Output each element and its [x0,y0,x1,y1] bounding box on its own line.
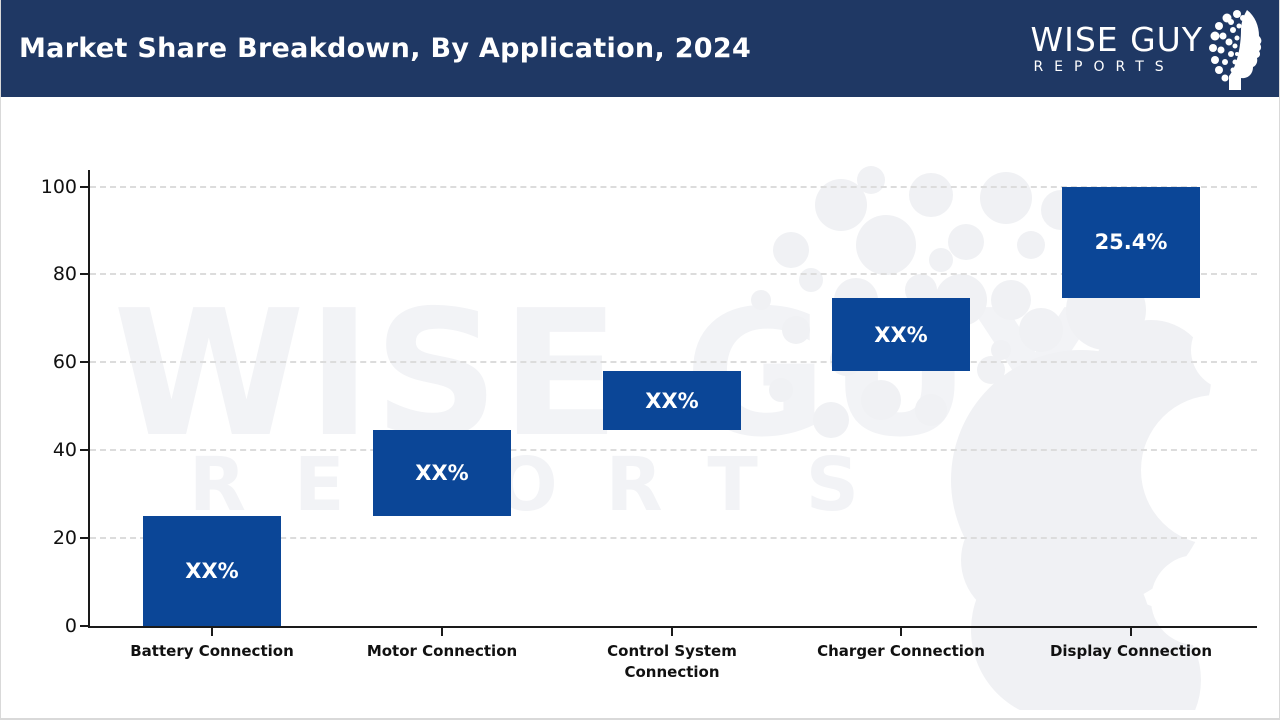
bar-value-label: XX% [185,559,239,584]
y-tick-label: 100 [40,175,77,198]
y-tick [80,625,88,627]
header: Market Share Breakdown, By Application, … [1,0,1279,97]
bar-3: XX% [603,371,741,431]
bar-value-label: XX% [415,461,469,486]
gridline [90,537,1257,540]
logo-reports-label: REPORTS [1033,59,1175,75]
bar-value-label: 25.4% [1094,230,1168,255]
brand-logo-text: WISE GUY REPORTS [1030,23,1203,74]
watermark-text-reports: REPORTS [189,442,908,528]
y-tick-label: 40 [52,439,77,462]
y-tick [80,449,88,452]
y-tick-label: 60 [52,351,77,374]
y-tick [80,273,88,276]
x-tick [1130,628,1132,636]
x-tick [211,628,213,636]
x-axis [88,626,1257,628]
gridline [90,449,1257,452]
x-tick [441,628,443,636]
y-tick [80,361,88,364]
gridline [90,185,1257,188]
y-tick [80,185,88,188]
bar-value-label: XX% [874,322,928,347]
gridline [90,273,1257,276]
x-tick [671,628,673,636]
page-title: Market Share Breakdown, By Application, … [19,33,752,64]
x-category-label: Motor Connection [366,642,518,660]
x-category-label: Display Connection [1049,642,1213,660]
bar-2: XX% [373,430,511,517]
y-axis [88,170,90,628]
x-category-label: Control System Connection [607,642,737,681]
x-category-label: Charger Connection [817,642,985,660]
logo-wiseguy-label: WISE GUY [1030,20,1203,59]
logo-head-icon [1209,9,1262,90]
y-tick-label: 20 [52,527,77,550]
x-tick [900,628,902,636]
y-tick [80,537,88,540]
bar-value-label: XX% [645,388,699,413]
brand-logo: WISE GUY REPORTS [1030,0,1269,97]
bar-4: XX% [832,298,970,372]
bar-5: 25.4% [1062,186,1200,299]
y-tick-label: 0 [64,615,77,637]
gridline [90,361,1257,364]
y-tick-label: 80 [52,263,77,286]
bar-1: XX% [143,516,281,626]
x-category-label: Battery Connection [130,642,294,660]
